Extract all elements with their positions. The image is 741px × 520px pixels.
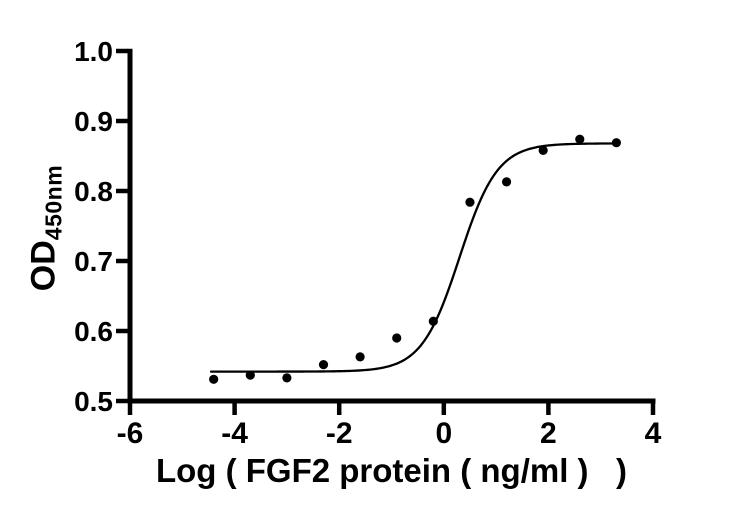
data-point	[501, 177, 512, 187]
y-tick-label: 0.5	[74, 386, 113, 417]
x-tick-label: 4	[645, 417, 662, 450]
data-point	[575, 134, 585, 144]
x-tick-label: -4	[221, 417, 248, 450]
x-tick-label: 0	[435, 417, 452, 450]
y-axis-title: OD450nm	[25, 165, 68, 291]
data-point	[282, 373, 292, 383]
x-tick-label: -2	[326, 417, 353, 450]
y-tick-label: 0.9	[74, 106, 113, 137]
fit-curve	[209, 142, 619, 373]
x-axis-title: Log ( FGF2 protein ( ng/ml ) )	[155, 452, 628, 489]
data-point	[245, 370, 255, 380]
data-point	[355, 352, 365, 362]
y-tick-label: 0.6	[74, 316, 113, 347]
y-axis-title-main: OD	[24, 240, 63, 292]
data-point	[538, 145, 548, 155]
data-point	[465, 197, 475, 207]
x-tick-label: -6	[117, 417, 144, 450]
data-point	[392, 333, 402, 343]
y-tick-label: 0.8	[74, 176, 113, 207]
data-point	[209, 374, 219, 384]
y-axis-title-subscript: 450nm	[40, 164, 67, 241]
x-tick-label: 2	[540, 417, 557, 450]
data-point	[318, 360, 329, 370]
y-tick-label: 0.7	[74, 246, 113, 277]
y-tick-label: 1.0	[74, 36, 113, 67]
